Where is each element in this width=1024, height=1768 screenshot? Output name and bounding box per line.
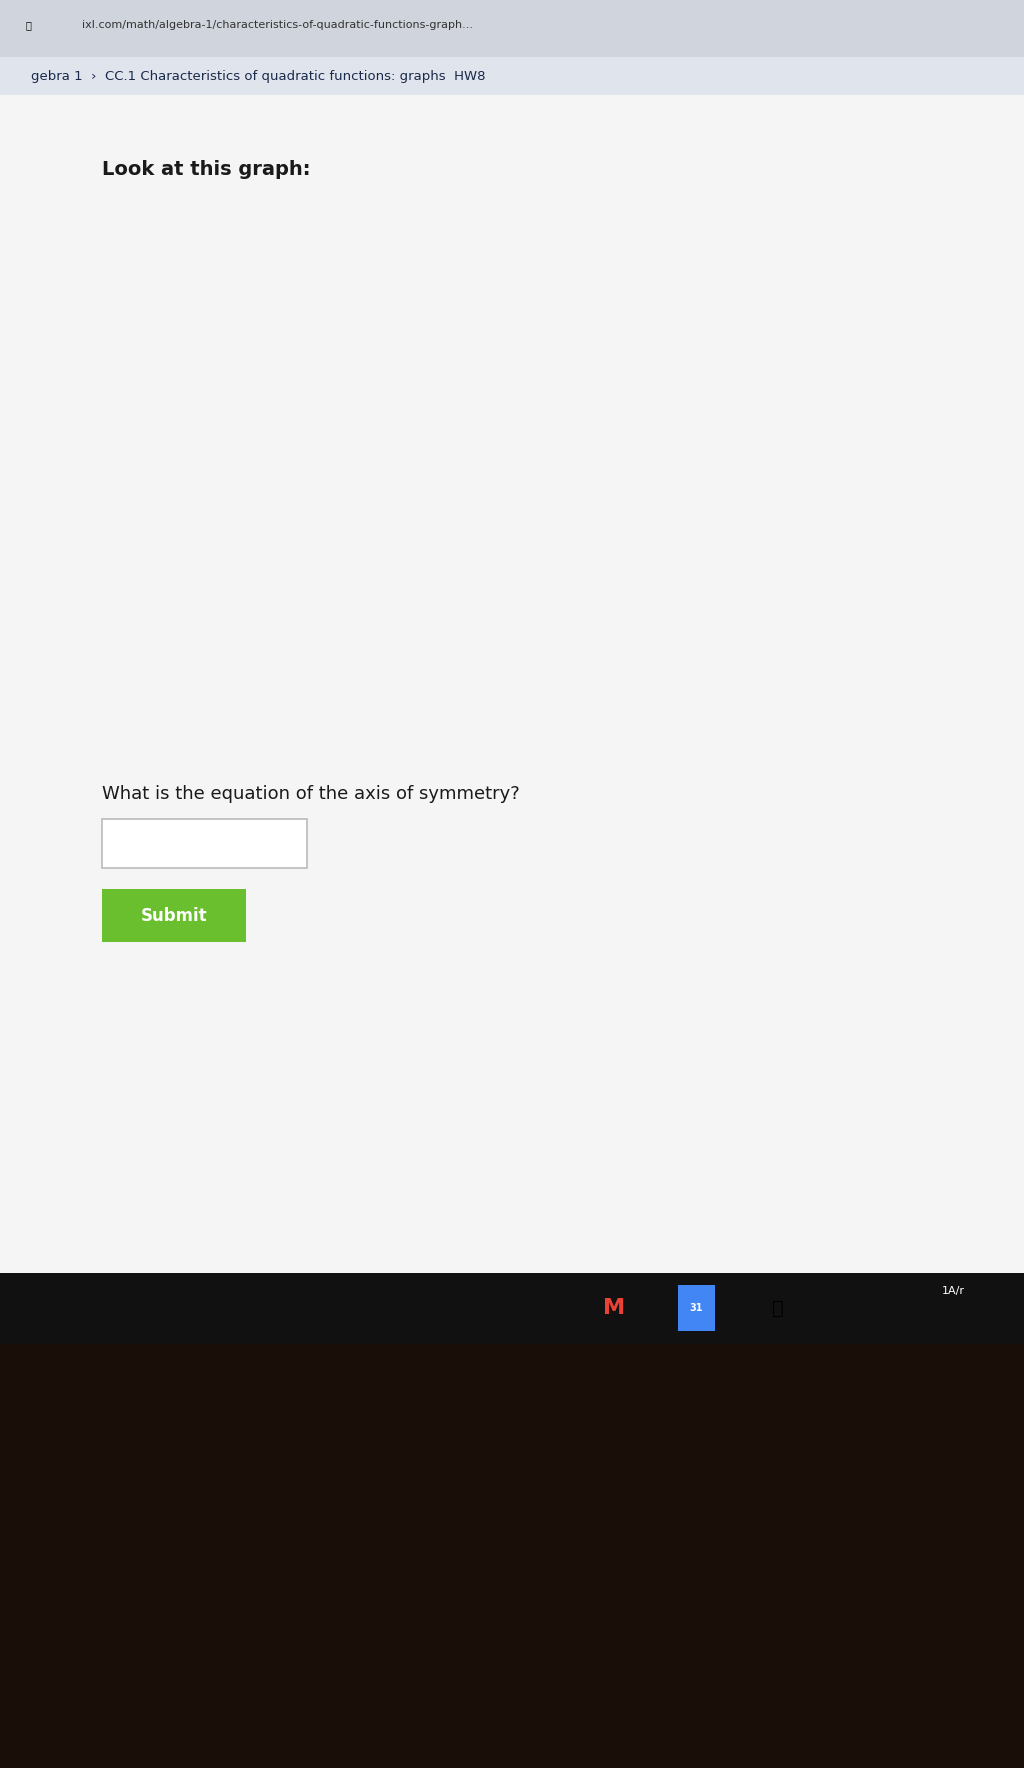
Text: Look at this graph:: Look at this graph: (102, 161, 311, 179)
Text: 31: 31 (689, 1303, 703, 1314)
Text: -5: -5 (380, 497, 392, 509)
Text: -10: -10 (504, 725, 523, 739)
Text: M: M (603, 1298, 626, 1319)
Wedge shape (510, 1308, 555, 1340)
Text: 5: 5 (675, 497, 683, 509)
Text: gebra 1  ›  CC.1 Characteristics of quadratic functions: graphs  HW8: gebra 1 › CC.1 Characteristics of quadra… (31, 69, 485, 83)
Text: 10: 10 (508, 219, 523, 233)
Text: 🗂: 🗂 (772, 1299, 784, 1317)
Text: ixl.com/math/algebra-1/characteristics-of-quadratic-functions-graph...: ixl.com/math/algebra-1/characteristics-o… (82, 21, 473, 30)
Text: y: y (540, 198, 549, 214)
Text: 10: 10 (817, 497, 833, 509)
Text: 1A/r: 1A/r (942, 1285, 965, 1296)
FancyArrow shape (528, 216, 537, 237)
Wedge shape (507, 1276, 532, 1324)
Text: Submit: Submit (140, 907, 208, 925)
Text: x: x (844, 461, 853, 477)
Text: What is the equation of the axis of symmetry?: What is the equation of the axis of symm… (102, 785, 520, 803)
FancyArrow shape (228, 476, 252, 483)
Text: 5: 5 (516, 347, 523, 359)
Wedge shape (532, 1276, 558, 1324)
Text: -10: -10 (229, 497, 250, 509)
Text: -5: -5 (511, 599, 523, 612)
Circle shape (521, 1294, 544, 1322)
FancyArrow shape (813, 476, 837, 483)
Text: 0: 0 (518, 497, 526, 509)
Text: 🔒: 🔒 (26, 21, 32, 30)
